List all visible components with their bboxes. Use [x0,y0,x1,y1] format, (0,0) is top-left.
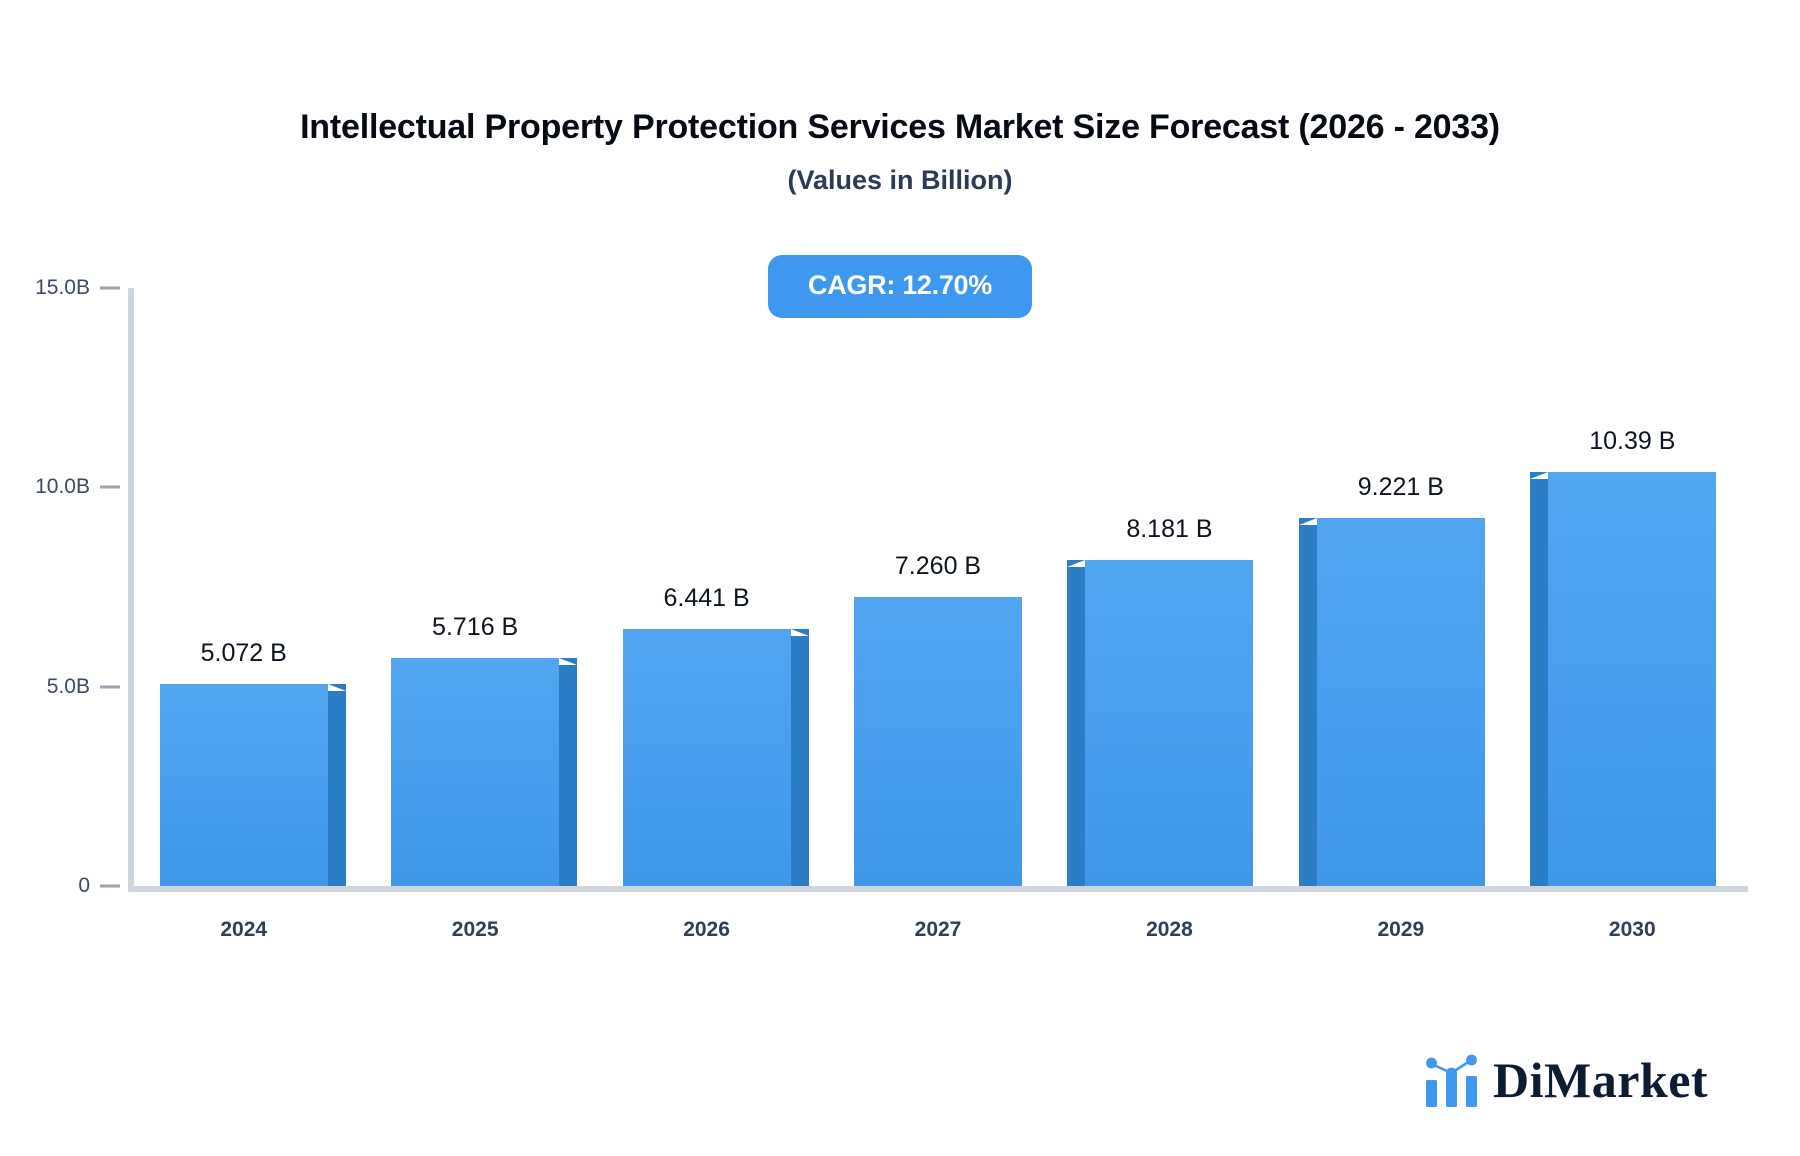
bar-chart-dots-icon [1426,1054,1477,1107]
y-axis-tick-label: 5.0B [46,674,90,698]
bar-2026[interactable] [605,629,809,886]
bar-side-top-cap [1067,559,1086,567]
bar-side-face [1067,566,1086,886]
bar-value-label: 5.716 B [432,613,519,642]
bar-2030[interactable] [1530,471,1734,886]
bar-2024[interactable] [142,683,346,886]
y-axis-tick-mark [100,685,120,689]
x-axis-label-2026: 2026 [683,918,730,941]
bar-side-top-cap [559,658,578,666]
x-axis-label-2029: 2029 [1377,918,1425,941]
y-axis-tick-mark [100,884,120,888]
bar-front-face [1316,518,1485,886]
bar-side-face [559,665,578,886]
bar-2029[interactable] [1298,518,1503,886]
dimarket-logo: DiMarket [1425,1052,1708,1108]
bar-side-top-cap [790,629,809,637]
bar-front-face [854,596,1022,886]
bar-side-face [1530,478,1549,886]
bar-value-label: 5.072 B [200,638,287,667]
y-axis-tick-mark [100,286,120,290]
bar-front-face [622,629,791,886]
bar-side-top-cap [1530,471,1549,479]
bar-side-face [327,690,346,886]
bar-value-label: 8.181 B [1126,514,1213,543]
bar-front-face [391,658,560,886]
x-axis-label-2025: 2025 [451,918,499,941]
y-axis-tick-label: 10.0B [35,475,90,499]
x-axis-label-2027: 2027 [914,918,962,941]
bar-2025[interactable] [373,658,578,886]
bar-side-face [1298,525,1317,886]
bar-side-face [790,636,809,886]
x-axis-label-2024: 2024 [220,918,268,941]
y-axis-tick-label: 0 [78,874,90,897]
y-axis-line [128,288,134,890]
bar-front-face [1548,471,1717,886]
chart-subtitle: (Values in Billion) [787,165,1013,195]
bar-side-top-cap [327,683,346,691]
bar-2027[interactable] [836,596,1040,886]
bar-front-face [1085,559,1254,886]
x-axis-label-2028: 2028 [1146,918,1193,941]
y-axis-tick-mark [100,485,120,489]
cagr-badge: CAGR: 12.70% [768,255,1032,318]
bar-value-label: 6.441 B [663,584,750,613]
bar-value-label: 10.39 B [1589,426,1676,455]
y-axis-tick-label: 15.0B [35,276,90,299]
x-axis-line [128,886,1748,892]
bar-value-label: 7.260 B [894,551,982,580]
x-axis-label-2030: 2030 [1608,918,1656,941]
bar-2028[interactable] [1067,559,1271,886]
bar-front-face [159,683,328,886]
bar-side-top-cap [1298,518,1317,526]
page-title: Intellectual Property Protection Service… [300,108,1500,146]
logo-text: DiMarket [1493,1052,1709,1108]
bar-value-label: 9.221 B [1357,473,1444,502]
